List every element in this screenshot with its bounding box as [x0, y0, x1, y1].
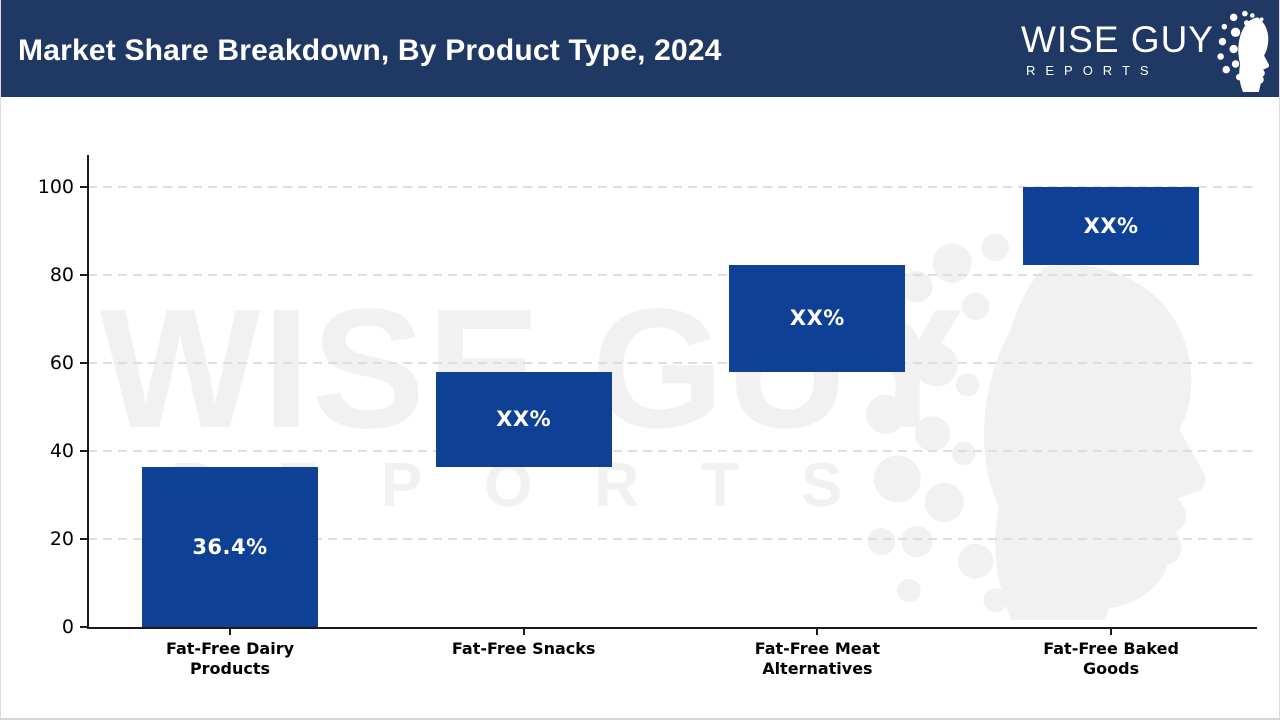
x-category-label: Fat-Free Meat Alternatives: [677, 639, 957, 679]
x-category-label-line: Products: [189, 659, 271, 678]
x-category-label-line: Fat-Free Baked: [1043, 639, 1179, 658]
y-tick-mark: [80, 538, 88, 540]
gridline: [88, 450, 1257, 452]
bar: XX%: [1023, 187, 1200, 265]
y-tick-mark: [80, 362, 88, 364]
bar-value-label: XX%: [789, 306, 845, 331]
gridline: [88, 274, 1257, 276]
gridline: [88, 538, 1257, 540]
bar: XX%: [729, 264, 906, 372]
y-tick-label: 80: [49, 264, 74, 286]
x-category-label: Fat-Free Snacks: [384, 639, 664, 659]
x-category-label-line: Alternatives: [762, 659, 873, 678]
gridline: [88, 186, 1257, 188]
x-category-label-line: Fat-Free Snacks: [451, 639, 596, 658]
x-category-label-line: Fat-Free Meat: [754, 639, 881, 658]
x-tick-mark: [816, 627, 819, 635]
x-category-label-line: Goods: [1083, 659, 1140, 678]
y-tick-label: 40: [49, 440, 74, 462]
y-tick-mark: [80, 186, 88, 188]
y-tick-mark: [80, 626, 88, 628]
logo-subtext: REPORTS: [1025, 63, 1159, 78]
logo-text: WISE GUY REPORTS: [1020, 19, 1214, 79]
x-category-label: Fat-Free Dairy Products: [90, 639, 370, 679]
chart-title: Market Share Breakdown, By Product Type,…: [18, 34, 722, 67]
bar: 36.4%: [142, 466, 318, 627]
x-axis-line: [87, 627, 1257, 629]
bar: XX%: [435, 371, 612, 467]
y-tick-label: 20: [49, 528, 74, 550]
y-tick-label: 0: [61, 616, 74, 638]
logo-face-icon: [1217, 10, 1270, 92]
bar-value-label: XX%: [1083, 213, 1139, 238]
y-tick-label: 100: [37, 176, 74, 198]
x-category-label-line: Fat-Free Dairy: [165, 639, 295, 658]
x-tick-mark: [1110, 627, 1113, 635]
y-tick-mark: [80, 450, 88, 452]
x-tick-mark: [522, 627, 525, 635]
header-banner: Market Share Breakdown, By Product Type,…: [0, 0, 1280, 97]
y-axis-line: [87, 155, 89, 629]
y-tick-label: 60: [49, 352, 74, 374]
logo-wordmark: WISE GUY: [1020, 19, 1214, 60]
bar-value-label: 36.4%: [192, 534, 268, 559]
x-category-label: Fat-Free Baked Goods: [971, 639, 1251, 679]
watermark-face-icon: [863, 228, 1206, 620]
x-tick-mark: [229, 627, 231, 635]
bar-value-label: XX%: [496, 407, 552, 432]
wise-guy-reports-logo: WISE GUY REPORTS: [1021, 6, 1272, 92]
y-tick-mark: [80, 274, 88, 276]
gridline: [88, 362, 1257, 364]
